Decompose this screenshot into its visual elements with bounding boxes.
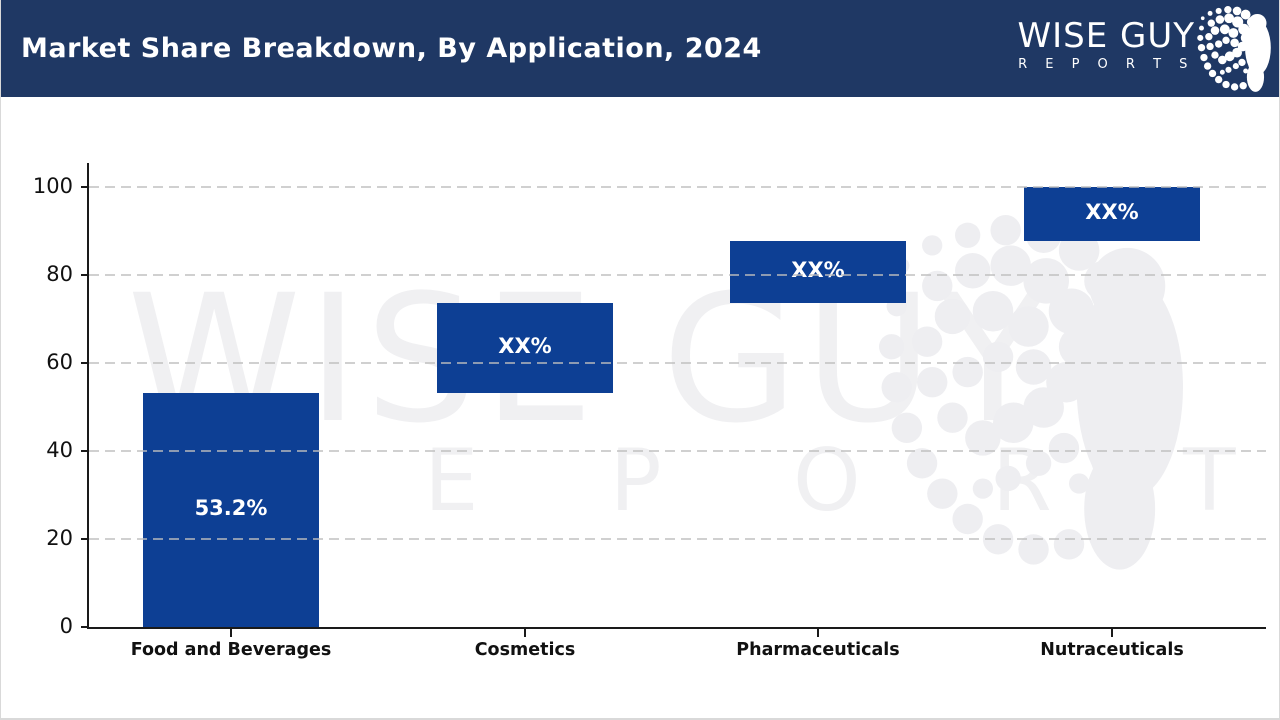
logo-reports-text: R E P O R T S <box>1018 57 1195 72</box>
y-tick-40 <box>81 450 89 452</box>
bar-value-label-0: 53.2% <box>194 495 268 520</box>
x-axis-line <box>87 627 1266 629</box>
y-tick-label-40: 40 <box>46 438 73 462</box>
gridline-80 <box>89 274 1266 276</box>
bar-value-label-3: XX% <box>1085 200 1139 225</box>
logo-wise-guy-text: WISE GUY <box>1017 16 1195 56</box>
y-tick-20 <box>81 538 89 540</box>
y-tick-80 <box>81 274 89 276</box>
brand-logo: WISE GUY R E P O R T S <box>1015 4 1273 94</box>
category-label-3: Nutraceuticals <box>1040 640 1184 660</box>
category-label-0: Food and Beverages <box>130 640 332 660</box>
y-tick-label-60: 60 <box>46 350 73 374</box>
bar-0: 53.2% <box>143 392 319 627</box>
y-tick-100 <box>81 186 89 188</box>
y-tick-label-100: 100 <box>32 174 73 198</box>
category-label-1: Cosmetics <box>474 640 576 660</box>
bar-2: XX% <box>730 241 906 304</box>
y-tick-0 <box>81 626 89 628</box>
x-tick-0 <box>230 629 232 637</box>
x-tick-1 <box>524 629 526 637</box>
bar-3: XX% <box>1024 187 1200 242</box>
y-axis-line <box>87 163 89 629</box>
page-title: Market Share Breakdown, By Application, … <box>21 33 762 64</box>
bar-value-label-2: XX% <box>791 258 845 283</box>
y-tick-label-20: 20 <box>46 526 73 550</box>
y-tick-60 <box>81 362 89 364</box>
category-label-2: Pharmaceuticals <box>736 640 900 660</box>
x-tick-3 <box>1111 629 1113 637</box>
brand-logo-text: WISE GUY R E P O R T S <box>1017 18 1195 74</box>
header-bar: Market Share Breakdown, By Application, … <box>1 0 1279 97</box>
y-tick-label-80: 80 <box>46 262 73 286</box>
y-tick-label-0: 0 <box>59 614 73 638</box>
gridline-100 <box>89 186 1266 188</box>
gridline-60 <box>89 362 1266 364</box>
logo-dotted-head-icon <box>1197 6 1271 92</box>
gridline-40 <box>89 450 1266 452</box>
bar-value-label-1: XX% <box>498 334 552 359</box>
x-tick-2 <box>817 629 819 637</box>
gridline-20 <box>89 538 1266 540</box>
bar-1: XX% <box>437 303 613 393</box>
